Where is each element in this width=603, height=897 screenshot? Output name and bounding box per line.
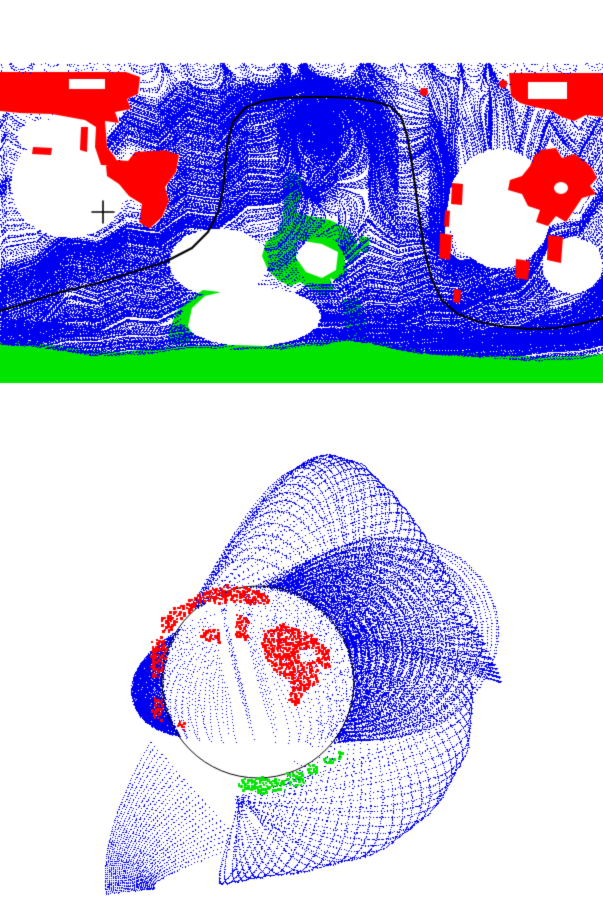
figure [0, 0, 603, 897]
figure-canvas [0, 0, 603, 897]
